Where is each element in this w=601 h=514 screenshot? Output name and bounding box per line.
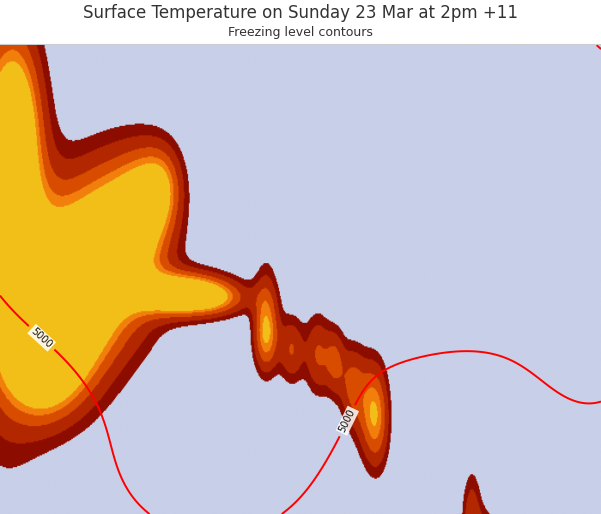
Text: Freezing level contours: Freezing level contours [228,26,373,39]
Text: 5000: 5000 [29,326,54,350]
Text: Surface Temperature on Sunday 23 Mar at 2pm +11: Surface Temperature on Sunday 23 Mar at … [83,4,518,22]
Text: 5000: 5000 [338,408,357,434]
